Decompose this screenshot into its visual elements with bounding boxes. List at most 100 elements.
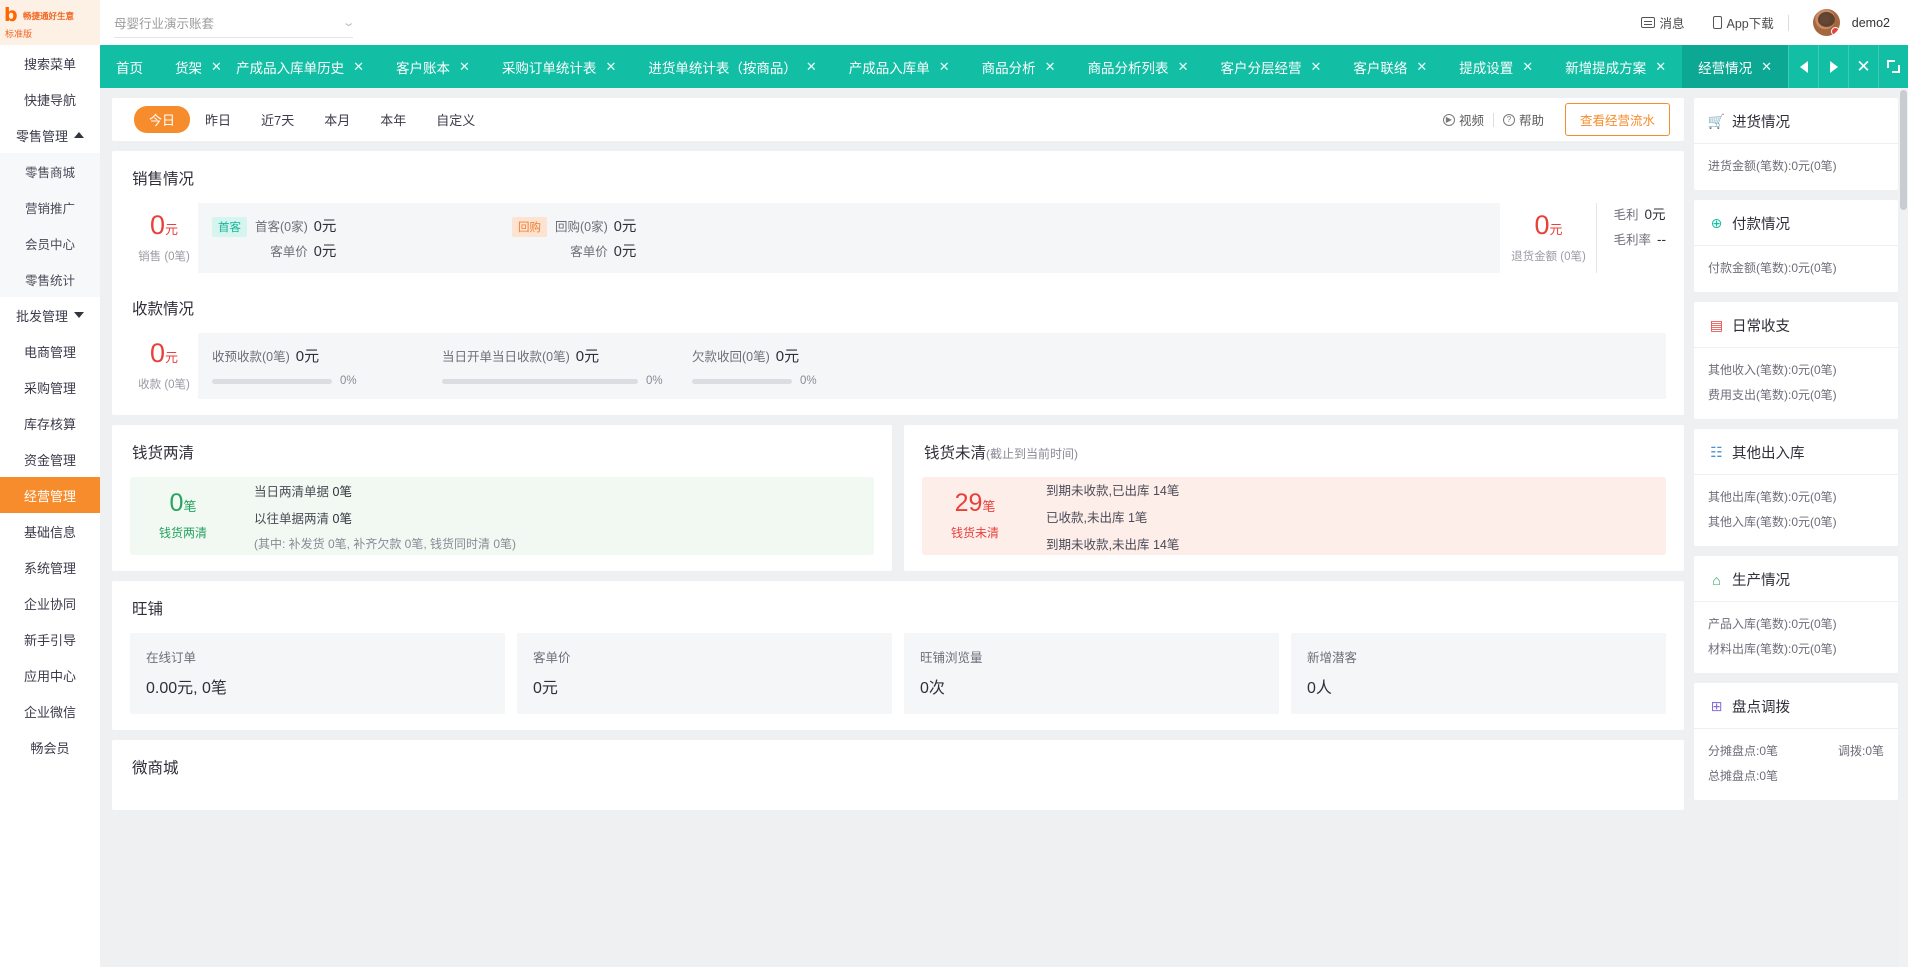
- tab-next-button[interactable]: [1818, 45, 1848, 88]
- sidebar-item-app-center[interactable]: 应用中心: [0, 657, 100, 693]
- progress-pct: 0%: [340, 375, 357, 387]
- vertical-scrollbar-thumb[interactable]: [1900, 90, 1907, 210]
- sidebar-item-chang-member[interactable]: 畅会员: [0, 729, 100, 765]
- tab-label: 商品分析列表: [1087, 60, 1169, 76]
- tab-label: 进货单统计表（按商品）: [648, 60, 797, 76]
- sidebar-item-purchase[interactable]: 采购管理: [0, 369, 100, 405]
- right-pane: 首页 货架 ✕ 产成品入库单历史 ✕ 客户账本 ✕ 采购: [100, 45, 1908, 967]
- chip-yesterday[interactable]: 昨日: [190, 106, 246, 133]
- panel-row: 材料出库(笔数):0元(0笔): [1708, 642, 1837, 656]
- close-icon[interactable]: ✕: [938, 58, 950, 74]
- tab-home[interactable]: 首页: [100, 45, 159, 88]
- tab-prev-button[interactable]: [1788, 45, 1818, 88]
- sidebar-item-label: 电商管理: [23, 344, 76, 360]
- user-menu[interactable]: demo2: [1789, 9, 1890, 36]
- app-download-button[interactable]: App下载: [1699, 13, 1788, 32]
- label: 欠款收回(0笔): [692, 350, 770, 364]
- sidebar-item-wechat-work[interactable]: 企业微信: [0, 693, 100, 729]
- tab-product-analysis-list[interactable]: 商品分析列表 ✕: [1072, 45, 1205, 88]
- sidebar-item-retail-mall[interactable]: 零售商城: [0, 153, 100, 189]
- close-icon[interactable]: ✕: [1761, 58, 1772, 74]
- tab-fullscreen-button[interactable]: [1878, 45, 1908, 88]
- tab-close-all-button[interactable]: ✕: [1848, 45, 1878, 88]
- sidebar-item-wholesale-management[interactable]: 批发管理: [0, 297, 100, 333]
- progress-pct: 0%: [800, 375, 817, 387]
- sidebar-item-funds[interactable]: 资金管理: [0, 441, 100, 477]
- toolbar-actions: ▶ 视频 ? 帮助 查看经营流水: [1434, 103, 1670, 136]
- sidebar-item-label: 零售统计: [24, 273, 75, 288]
- view-business-flow-button[interactable]: 查看经营流水: [1564, 103, 1670, 136]
- tab-product-analysis[interactable]: 商品分析 ✕: [966, 45, 1072, 88]
- panel-title: 其他出入库: [1732, 446, 1805, 462]
- tab-label: 产成品入库单历史: [236, 60, 345, 76]
- close-icon[interactable]: ✕: [1416, 58, 1428, 74]
- side-panels-column[interactable]: 🛒 进货情况 进货金额(笔数):0元(0笔) ⊕ 付款情况: [1694, 88, 1908, 967]
- sidebar-item-system-management[interactable]: 系统管理: [0, 549, 100, 585]
- phone-icon: [1712, 16, 1722, 29]
- close-icon[interactable]: ✕: [1310, 58, 1322, 74]
- sidebar-item-business-management[interactable]: 经营管理: [0, 477, 100, 513]
- main-column: 今日 昨日 近7天 本月 本年 自定义 ▶ 视频: [100, 88, 1694, 967]
- tab-finished-goods-history[interactable]: 产成品入库单历史 ✕: [220, 45, 380, 88]
- sidebar-quick-nav[interactable]: 快捷导航: [0, 81, 100, 117]
- sidebar-item-member-center[interactable]: 会员中心: [0, 225, 100, 261]
- close-icon[interactable]: ✕: [605, 58, 617, 74]
- settled-lines: 当日两清单据 0笔 以往单据两清 0笔 (其中: 补发货 0笔, 补齐欠款 0笔…: [254, 477, 516, 555]
- tile-label: 在线订单: [146, 651, 197, 665]
- chip-custom[interactable]: 自定义: [421, 106, 490, 133]
- help-button[interactable]: ? 帮助: [1494, 110, 1553, 129]
- chip-this-year[interactable]: 本年: [365, 106, 421, 133]
- tab-business-situation[interactable]: 经营情况 ✕: [1682, 45, 1788, 88]
- tab-customer-ledger[interactable]: 客户账本 ✕: [380, 45, 486, 88]
- sidebar-item-marketing[interactable]: 营销推广: [0, 189, 100, 225]
- close-icon[interactable]: ✕: [805, 58, 817, 74]
- chip-today[interactable]: 今日: [134, 106, 191, 133]
- chip-this-month[interactable]: 本月: [309, 106, 365, 133]
- tab-commission-settings[interactable]: 提成设置 ✕: [1443, 45, 1549, 88]
- close-icon[interactable]: ✕: [1044, 58, 1056, 74]
- sidebar-item-retail-management[interactable]: 零售管理: [0, 117, 100, 153]
- close-icon[interactable]: ✕: [211, 58, 221, 74]
- label: 毛利率: [1613, 233, 1651, 247]
- close-icon[interactable]: ✕: [459, 58, 470, 74]
- video-button[interactable]: ▶ 视频: [1434, 110, 1493, 129]
- sidebar-item-beginner-guide[interactable]: 新手引导: [0, 621, 100, 657]
- question-mark-icon: ?: [1502, 113, 1515, 126]
- progress-bar: [442, 378, 638, 384]
- close-icon[interactable]: ✕: [1655, 58, 1667, 74]
- tab-customer-tier-ops[interactable]: 客户分层经营 ✕: [1204, 45, 1337, 88]
- brand-logo-box[interactable]: b 畅捷通好生意 标准版: [0, 0, 100, 45]
- sidebar-item-label: 营销推广: [24, 201, 75, 216]
- main-scroll-area[interactable]: 销售情况 0元 销售 (0笔) 首客: [100, 141, 1694, 967]
- sidebar-item-label: 采购管理: [23, 380, 76, 396]
- expand-icon: [1887, 60, 1900, 73]
- stocktake-icon: ⊞: [1710, 698, 1723, 714]
- sidebar-item-basic-info[interactable]: 基础信息: [0, 513, 100, 549]
- sidebar-item-inventory[interactable]: 库存核算: [0, 405, 100, 441]
- chip-last-7-days[interactable]: 近7天: [246, 106, 309, 133]
- sidebar-item-enterprise-collab[interactable]: 企业协同: [0, 585, 100, 621]
- tab-new-commission-plan[interactable]: 新增提成方案 ✕: [1549, 45, 1682, 88]
- body-row: 搜索菜单 快捷导航 零售管理 零售商城 营销推广 会员中心: [0, 45, 1908, 967]
- close-icon[interactable]: ✕: [353, 58, 365, 74]
- collection-total-value: 0元: [150, 340, 178, 367]
- sidebar-item-ecommerce[interactable]: 电商管理: [0, 333, 100, 369]
- tab-finished-goods-entry[interactable]: 产成品入库单 ✕: [833, 45, 966, 88]
- tab-label: 首页: [116, 60, 143, 76]
- close-icon[interactable]: ✕: [1522, 58, 1534, 74]
- settled-card: 钱货两清 0笔 钱货两清: [112, 425, 892, 571]
- progress-bar: [212, 378, 332, 384]
- unit: 元: [165, 222, 179, 237]
- account-selector[interactable]: 母婴行业演示账套 ⌄: [114, 8, 355, 38]
- sidebar-search-menu[interactable]: 搜索菜单: [0, 45, 100, 81]
- tab-shelf[interactable]: 货架 ✕: [159, 45, 220, 88]
- settled-line-today: 当日两清单据 0笔: [254, 481, 516, 500]
- tab-customer-contact[interactable]: 客户联络 ✕: [1337, 45, 1443, 88]
- sidebar-item-retail-stats[interactable]: 零售统计: [0, 261, 100, 297]
- vertical-scrollbar[interactable]: [1898, 88, 1908, 967]
- value: 0元: [575, 348, 600, 365]
- tab-purchase-stats-by-product[interactable]: 进货单统计表（按商品） ✕: [632, 45, 832, 88]
- tab-purchase-order-stats[interactable]: 采购订单统计表 ✕: [486, 45, 632, 88]
- messages-button[interactable]: 消息: [1627, 13, 1699, 32]
- close-icon[interactable]: ✕: [1177, 58, 1189, 74]
